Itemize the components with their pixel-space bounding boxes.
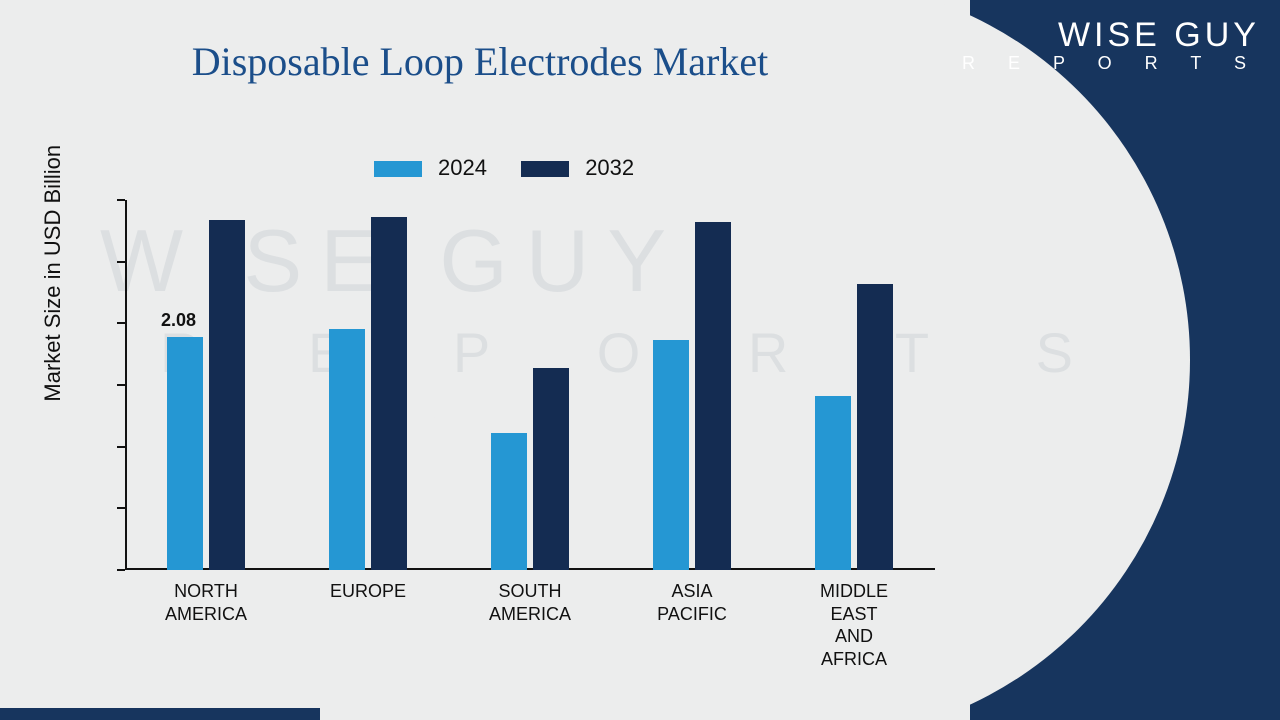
bar-2024 — [491, 433, 527, 570]
bar-2024 — [815, 396, 851, 570]
bar-2032 — [533, 368, 569, 570]
bottom-accent-bar — [0, 708, 320, 720]
logo-line2: R E P O R T S — [962, 54, 1260, 72]
x-axis-label: EUROPE — [287, 580, 449, 603]
bar-value-label: 2.08 — [161, 310, 196, 331]
bar-2032 — [695, 222, 731, 570]
x-axis-label: MIDDLEEASTANDAFRICA — [773, 580, 935, 670]
chart-title: Disposable Loop Electrodes Market — [0, 38, 960, 85]
x-axis-label: ASIAPACIFIC — [611, 580, 773, 625]
bar-2032 — [209, 220, 245, 570]
logo: WISE GUY R E P O R T S — [962, 18, 1260, 72]
x-axis-label: NORTHAMERICA — [125, 580, 287, 625]
legend-label-2024: 2024 — [438, 155, 487, 180]
infographic-page: WISE GUY R E P O R T S WISE GUY R E P O … — [0, 0, 1280, 720]
y-tick — [117, 569, 125, 571]
y-tick — [117, 261, 125, 263]
chart: Market Size in USD Billion 2024 2032 2.0… — [40, 155, 940, 695]
legend-swatch-2024 — [374, 161, 422, 177]
plot-area: 2.08NORTHAMERICAEUROPESOUTHAMERICAASIAPA… — [125, 200, 935, 570]
bar-2024 — [329, 329, 365, 570]
y-tick — [117, 199, 125, 201]
bar-2024 — [653, 340, 689, 570]
bar-2024 — [167, 337, 203, 570]
legend: 2024 2032 — [40, 155, 940, 181]
y-tick — [117, 507, 125, 509]
y-tick — [117, 446, 125, 448]
y-axis-label: Market Size in USD Billion — [40, 145, 66, 402]
y-axis — [125, 200, 127, 570]
legend-swatch-2032 — [521, 161, 569, 177]
bar-2032 — [857, 284, 893, 570]
bar-2032 — [371, 217, 407, 570]
x-axis-label: SOUTHAMERICA — [449, 580, 611, 625]
logo-line1: WISE GUY — [962, 18, 1260, 52]
y-tick — [117, 384, 125, 386]
legend-label-2032: 2032 — [585, 155, 634, 180]
x-axis — [125, 568, 935, 570]
y-tick — [117, 322, 125, 324]
